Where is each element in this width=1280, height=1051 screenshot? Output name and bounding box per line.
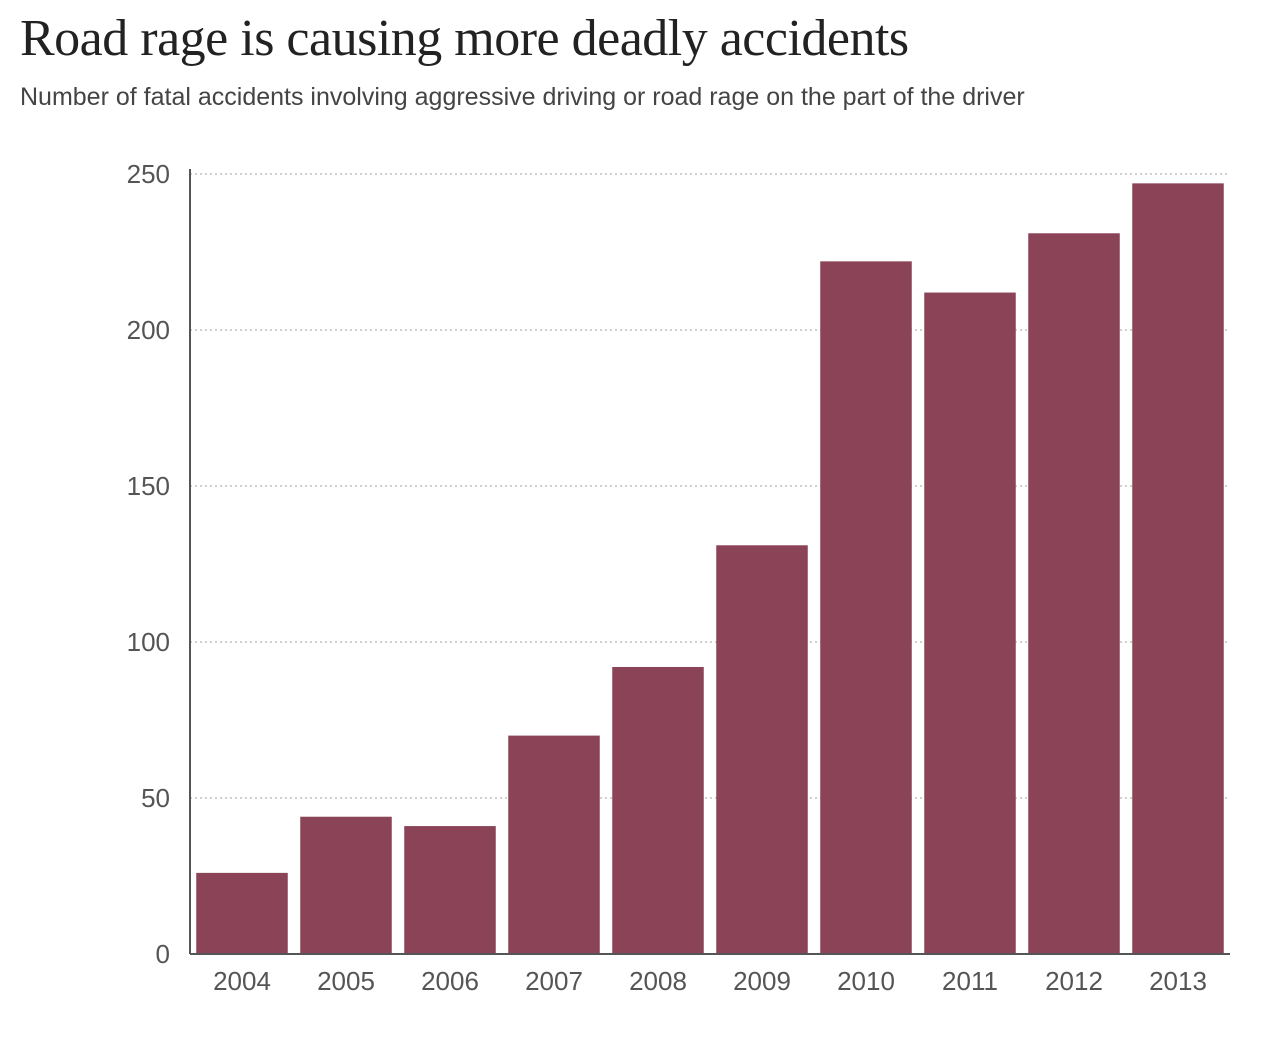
bar (300, 816, 392, 953)
bar (820, 261, 912, 954)
bar (1132, 183, 1224, 954)
x-tick-label: 2006 (421, 966, 479, 996)
chart-svg: 0 50 100 150 200 250 2004 2005 2006 2007 2008 2009 2… (20, 154, 1260, 1014)
bar (196, 873, 288, 954)
y-tick-label: 0 (156, 939, 170, 969)
y-tick-label: 50 (141, 783, 170, 813)
chart-subtitle: Number of fatal accidents involving aggr… (20, 81, 1260, 114)
x-tick-label: 2004 (213, 966, 271, 996)
x-tick-label: 2012 (1045, 966, 1103, 996)
y-tick-label: 250 (127, 159, 170, 189)
y-tick-label: 150 (127, 471, 170, 501)
y-tick-label: 200 (127, 315, 170, 345)
x-tick-label: 2009 (733, 966, 791, 996)
bar-chart: 0 50 100 150 200 250 2004 2005 2006 2007 2008 2009 2… (20, 154, 1260, 1014)
x-tick-label: 2013 (1149, 966, 1207, 996)
bar (612, 667, 704, 954)
x-tick-label: 2008 (629, 966, 687, 996)
y-tick-label: 100 (127, 627, 170, 657)
x-tick-label: 2011 (942, 966, 998, 996)
x-tick-label: 2007 (525, 966, 583, 996)
x-tick-label: 2010 (837, 966, 895, 996)
x-tick-label: 2005 (317, 966, 375, 996)
bar (924, 292, 1016, 953)
bar (404, 826, 496, 954)
chart-title: Road rage is causing more deadly acciden… (20, 10, 1260, 67)
bar (1028, 233, 1120, 954)
bar (716, 545, 808, 954)
chart-container: Road rage is causing more deadly acciden… (0, 0, 1280, 1051)
bar (508, 735, 600, 953)
